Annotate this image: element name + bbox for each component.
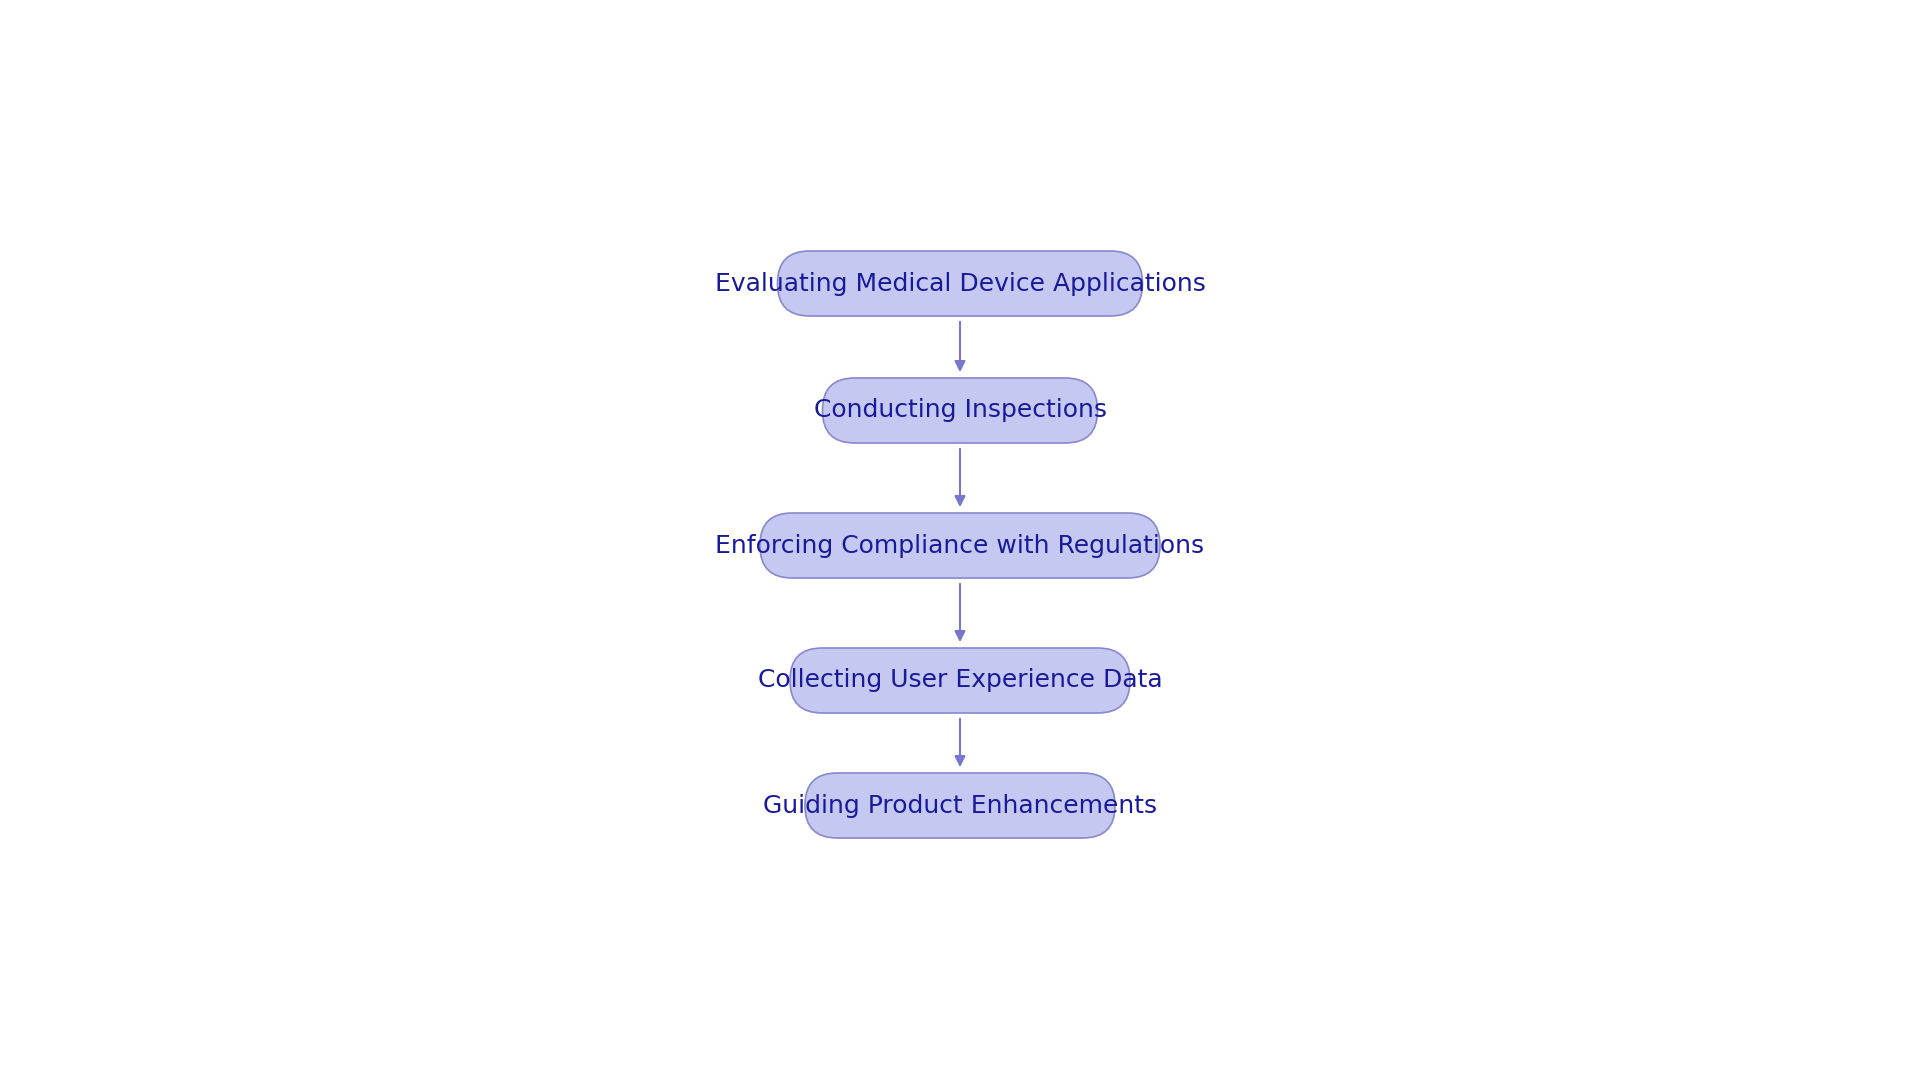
Text: Evaluating Medical Device Applications: Evaluating Medical Device Applications bbox=[714, 272, 1206, 296]
Text: Enforcing Compliance with Regulations: Enforcing Compliance with Regulations bbox=[716, 534, 1204, 558]
FancyBboxPatch shape bbox=[778, 251, 1142, 316]
Text: Collecting User Experience Data: Collecting User Experience Data bbox=[758, 668, 1162, 692]
FancyBboxPatch shape bbox=[789, 648, 1131, 713]
Text: Guiding Product Enhancements: Guiding Product Enhancements bbox=[762, 794, 1158, 818]
Text: Conducting Inspections: Conducting Inspections bbox=[814, 399, 1106, 422]
FancyBboxPatch shape bbox=[760, 513, 1160, 578]
FancyBboxPatch shape bbox=[804, 773, 1116, 838]
FancyBboxPatch shape bbox=[822, 378, 1098, 443]
